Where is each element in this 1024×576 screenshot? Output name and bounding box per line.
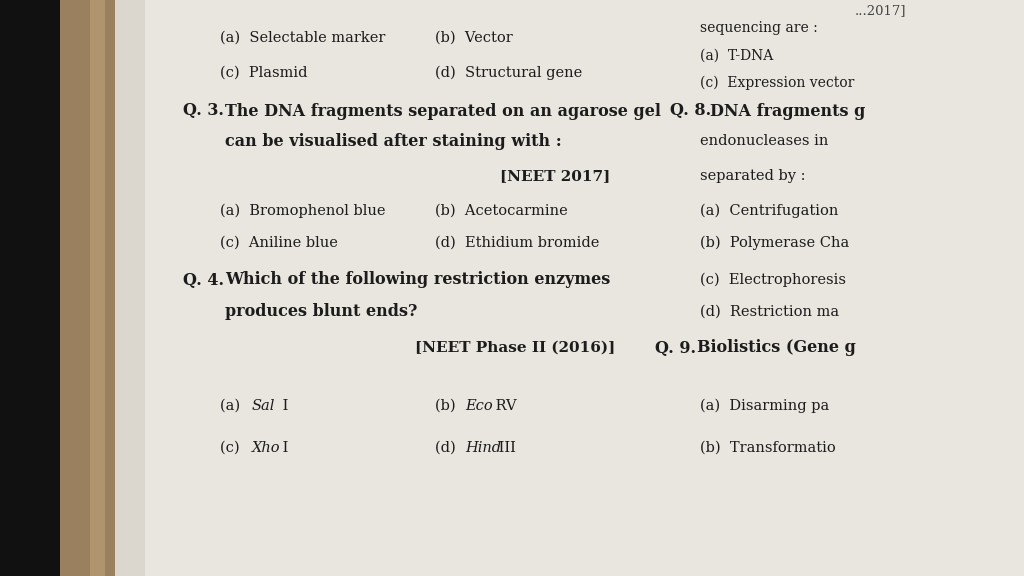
Text: The DNA fragments separated on an agarose gel: The DNA fragments separated on an agaros… — [225, 103, 660, 119]
Text: (a): (a) — [220, 399, 250, 413]
Text: Eco: Eco — [465, 399, 493, 413]
Text: DNA fragments g: DNA fragments g — [710, 103, 865, 119]
Text: (c): (c) — [220, 441, 249, 455]
Bar — [0, 0, 60, 576]
Text: (b)  Vector: (b) Vector — [435, 31, 513, 45]
Text: (d)  Ethidium bromide: (d) Ethidium bromide — [435, 236, 599, 250]
Text: Sal: Sal — [252, 399, 275, 413]
Text: Q. 9.: Q. 9. — [655, 339, 696, 357]
Bar — [115, 0, 1024, 576]
Text: (a)  Selectable marker: (a) Selectable marker — [220, 31, 385, 45]
Text: (c)  Plasmid: (c) Plasmid — [220, 66, 307, 80]
Text: endonucleases in: endonucleases in — [700, 134, 828, 148]
Bar — [60, 0, 115, 576]
Text: (a)  Bromophenol blue: (a) Bromophenol blue — [220, 204, 385, 218]
Text: (d): (d) — [435, 441, 465, 455]
Text: sequencing are :: sequencing are : — [700, 21, 818, 35]
Text: I: I — [278, 441, 289, 455]
Text: (d)  Restriction ma: (d) Restriction ma — [700, 305, 839, 319]
Text: (a)  Centrifugation: (a) Centrifugation — [700, 204, 839, 218]
Text: III: III — [494, 441, 516, 455]
Text: I: I — [278, 399, 289, 413]
Text: (b): (b) — [435, 399, 465, 413]
Bar — [90, 0, 105, 576]
Text: ...2017]: ...2017] — [855, 5, 906, 17]
Text: Biolistics (Gene g: Biolistics (Gene g — [697, 339, 856, 357]
Text: (a)  T-DNA: (a) T-DNA — [700, 49, 773, 63]
Text: [NEET 2017]: [NEET 2017] — [500, 169, 610, 183]
Text: Q. 8.: Q. 8. — [670, 103, 711, 119]
Text: (c)  Aniline blue: (c) Aniline blue — [220, 236, 338, 250]
Text: [NEET Phase II (2016)]: [NEET Phase II (2016)] — [415, 341, 615, 355]
Text: (c)  Electrophoresis: (c) Electrophoresis — [700, 273, 846, 287]
Text: separated by :: separated by : — [700, 169, 806, 183]
Text: (b)  Polymerase Cha: (b) Polymerase Cha — [700, 236, 849, 250]
Text: Q. 3.: Q. 3. — [183, 103, 224, 119]
Text: (b)  Transformatio: (b) Transformatio — [700, 441, 836, 455]
Text: (d)  Structural gene: (d) Structural gene — [435, 66, 583, 80]
Text: Hind: Hind — [465, 441, 501, 455]
Text: (b)  Acetocarmine: (b) Acetocarmine — [435, 204, 567, 218]
Bar — [115, 0, 145, 576]
Text: can be visualised after staining with :: can be visualised after staining with : — [225, 132, 562, 150]
Text: Xho: Xho — [252, 441, 281, 455]
Text: RV: RV — [490, 399, 517, 413]
Text: Q. 4.: Q. 4. — [183, 271, 224, 289]
Text: (a)  Disarming pa: (a) Disarming pa — [700, 399, 829, 413]
Text: (c)  Expression vector: (c) Expression vector — [700, 76, 854, 90]
Text: produces blunt ends?: produces blunt ends? — [225, 304, 418, 320]
Text: Which of the following restriction enzymes: Which of the following restriction enzym… — [225, 271, 610, 289]
